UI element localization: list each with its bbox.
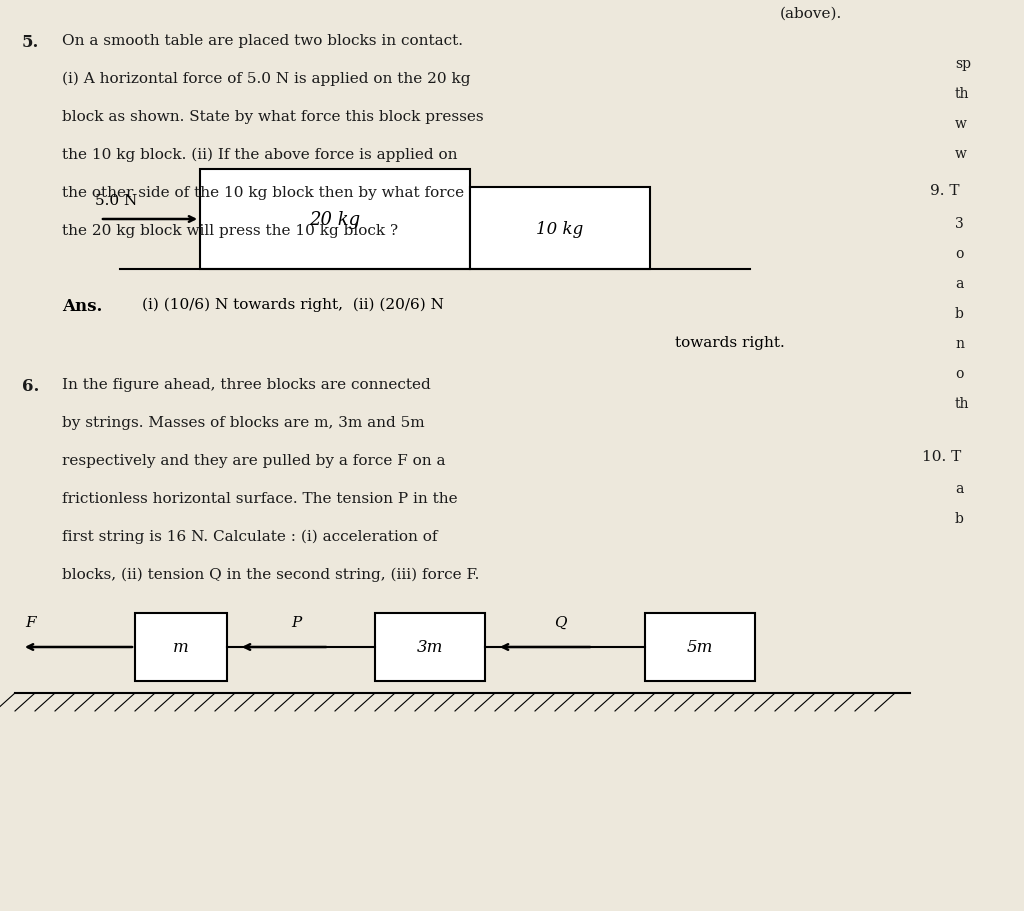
Text: In the figure ahead, three blocks are connected: In the figure ahead, three blocks are co… [62, 377, 431, 392]
Text: respectively and they are pulled by a force F on a: respectively and they are pulled by a fo… [62, 454, 445, 467]
Text: 10. T: 10. T [922, 449, 962, 464]
Text: o: o [955, 366, 964, 381]
Bar [375, 613, 485, 681]
Text: Ans.: Ans. [62, 298, 102, 314]
Text: block as shown. State by what force this block presses: block as shown. State by what force this… [62, 110, 483, 124]
Text: the other side of the 10 kg block then by what force: the other side of the 10 kg block then b… [62, 186, 464, 200]
Text: blocks, (ii) tension Q in the second string, (iii) force F.: blocks, (ii) tension Q in the second str… [62, 568, 479, 582]
Text: m: m [173, 639, 188, 656]
Text: first string is 16 N. Calculate : (i) acceleration of: first string is 16 N. Calculate : (i) ac… [62, 529, 437, 544]
Text: 5.0 N: 5.0 N [95, 194, 137, 208]
Text: n: n [955, 337, 964, 351]
Bar [470, 188, 650, 270]
Text: 5m: 5m [687, 639, 713, 656]
Bar [645, 613, 755, 681]
Text: towards right.: towards right. [675, 335, 785, 350]
Text: o: o [955, 247, 964, 261]
Text: 6.: 6. [22, 377, 39, 394]
Text: w: w [955, 117, 967, 131]
Text: a: a [955, 482, 964, 496]
Text: frictionless horizontal surface. The tension P in the: frictionless horizontal surface. The ten… [62, 491, 458, 506]
Text: 5.: 5. [22, 34, 39, 51]
Bar [135, 613, 227, 681]
Text: (above).: (above). [780, 7, 843, 21]
Text: sp: sp [955, 56, 971, 71]
Text: 3: 3 [955, 217, 964, 230]
Text: (i) (10/6) N towards right,  (ii) (20/6) N: (i) (10/6) N towards right, (ii) (20/6) … [142, 298, 443, 312]
Text: the 20 kg block will press the 10 kg block ?: the 20 kg block will press the 10 kg blo… [62, 224, 398, 238]
Text: (i) A horizontal force of 5.0 N is applied on the 20 kg: (i) A horizontal force of 5.0 N is appli… [62, 72, 470, 87]
Text: th: th [955, 396, 970, 411]
Text: b: b [955, 511, 964, 526]
Text: 9. T: 9. T [930, 184, 959, 198]
Text: P: P [291, 615, 301, 630]
Text: Q: Q [554, 615, 566, 630]
Text: 10 kg: 10 kg [537, 220, 584, 237]
Text: 20 kg: 20 kg [309, 210, 360, 229]
Text: On a smooth table are placed two blocks in contact.: On a smooth table are placed two blocks … [62, 34, 463, 48]
Text: b: b [955, 307, 964, 321]
Text: F: F [25, 615, 36, 630]
Text: th: th [955, 87, 970, 101]
Bar [200, 169, 470, 270]
Text: by strings. Masses of blocks are m, 3m and 5m: by strings. Masses of blocks are m, 3m a… [62, 415, 425, 429]
Text: 3m: 3m [417, 639, 443, 656]
Text: w: w [955, 147, 967, 161]
Text: a: a [955, 277, 964, 291]
Text: the 10 kg block. (ii) If the above force is applied on: the 10 kg block. (ii) If the above force… [62, 148, 458, 162]
